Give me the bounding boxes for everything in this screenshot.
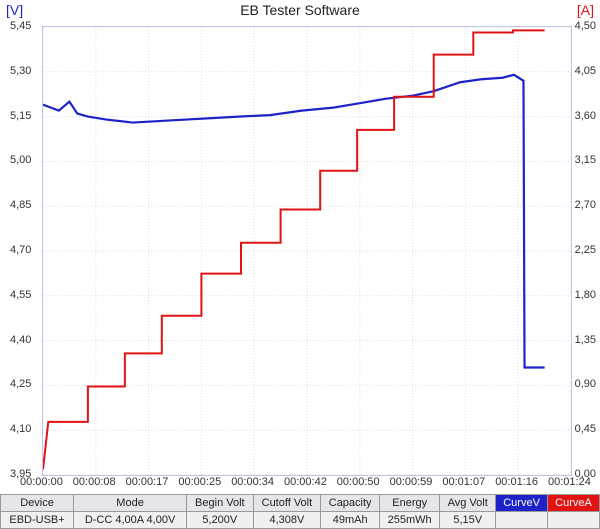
cell: EBD-USB+ <box>1 512 74 529</box>
col-avg-volt: Avg Volt <box>440 495 496 512</box>
col-device: Device <box>1 495 74 512</box>
col-begin-volt: Begin Volt <box>187 495 254 512</box>
col-energy: Energy <box>380 495 440 512</box>
chart-container: EB Tester Software ZKETECH [V] [A] 3,954… <box>0 0 600 529</box>
cell <box>496 512 548 529</box>
cell: 49mAh <box>321 512 380 529</box>
cell: 255mWh <box>380 512 440 529</box>
info-table: DeviceModeBegin VoltCutoff VoltCapacityE… <box>0 494 600 529</box>
col-cutoff-volt: Cutoff Volt <box>253 495 321 512</box>
table-header-row: DeviceModeBegin VoltCutoff VoltCapacityE… <box>1 495 600 512</box>
cell: 4,308V <box>253 512 321 529</box>
cell: D-CC 4,00A 4,00V <box>74 512 187 529</box>
table-row: EBD-USB+D-CC 4,00A 4,00V5,200V4,308V49mA… <box>1 512 600 529</box>
cell <box>548 512 600 529</box>
cell: 5,15V <box>440 512 496 529</box>
chart-title: EB Tester Software <box>0 2 600 18</box>
left-axis-label: [V] <box>6 2 23 18</box>
col-capacity: Capacity <box>321 495 380 512</box>
col-mode: Mode <box>74 495 187 512</box>
curve-current <box>43 30 545 469</box>
curve-voltage <box>43 75 545 368</box>
col-curvev: CurveV <box>496 495 548 512</box>
plot-area <box>42 26 572 476</box>
grid-lines <box>43 27 571 475</box>
cell: 5,200V <box>187 512 254 529</box>
col-curvea: CurveA <box>548 495 600 512</box>
plot-svg <box>43 27 571 475</box>
right-axis-label: [A] <box>577 2 594 18</box>
